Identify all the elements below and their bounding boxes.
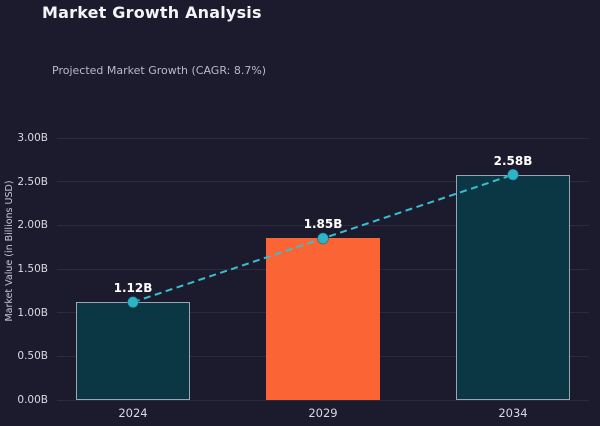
y-tick-label: 0.00B [17, 394, 48, 406]
gridline [57, 399, 589, 401]
x-tick-label: 2024 [118, 406, 148, 420]
chart-subtitle: Projected Market Growth (CAGR: 8.7%) [52, 64, 267, 77]
y-tick-label: 2.50B [17, 175, 48, 188]
x-tick-label: 2029 [308, 406, 338, 420]
bar-2029 [266, 238, 380, 400]
value-label: 2.58B [493, 153, 533, 168]
y-tick-label: 1.50B [17, 263, 48, 275]
y-tick-label: 0.50B [17, 350, 48, 363]
chart-title: Market Growth Analysis [42, 3, 262, 22]
gridline [57, 137, 589, 139]
value-label: 1.85B [303, 217, 343, 232]
y-tick-label: 2.00B [17, 219, 48, 232]
y-tick-label: 1.00B [17, 306, 48, 319]
x-tick-label: 2034 [498, 406, 528, 420]
y-tick-label: 3.00B [17, 132, 48, 144]
bar-2034 [456, 174, 570, 400]
bar-2024 [76, 302, 190, 400]
value-label: 1.12B [113, 281, 153, 296]
